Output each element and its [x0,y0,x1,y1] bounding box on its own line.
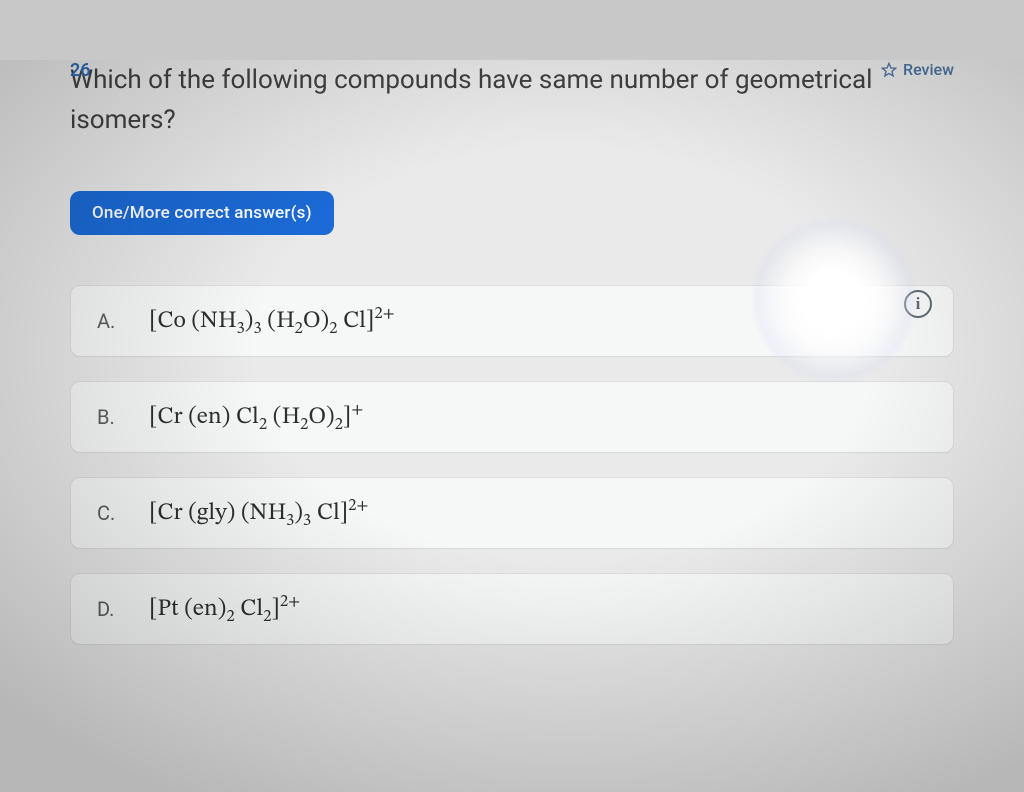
info-icon: i [904,290,932,318]
info-button[interactable]: i [904,290,934,320]
option-a[interactable]: A. [Co (NH3)3 (H2O)2 Cl]2+ [70,285,954,357]
option-letter: D. [97,597,121,621]
star-icon [881,62,897,78]
option-b[interactable]: B. [Cr (en) Cl2 (H2O)2]+ [70,381,954,453]
review-button[interactable]: Review [881,60,954,79]
option-d[interactable]: D. [Pt (en)2 Cl2]2+ [70,573,954,645]
answer-type-badge: One/More correct answer(s) [70,191,334,235]
page: 26 Review Which of the following compoun… [0,60,1024,792]
option-letter: C. [97,501,121,525]
option-formula: [Pt (en)2 Cl2]2+ [149,594,300,624]
question-number: 26 [70,60,91,81]
option-formula: [Cr (en) Cl2 (H2O)2]+ [149,402,363,432]
option-c[interactable]: C. [Cr (gly) (NH3)3 Cl]2+ [70,477,954,549]
option-letter: B. [97,405,121,429]
option-formula: [Co (NH3)3 (H2O)2 Cl]2+ [149,306,395,336]
review-label: Review [903,60,954,79]
options-list: A. [Co (NH3)3 (H2O)2 Cl]2+ B. [Cr (en) C… [70,285,954,645]
header-row: 26 Review [70,60,954,90]
option-formula: [Cr (gly) (NH3)3 Cl]2+ [149,498,369,528]
option-letter: A. [97,309,121,333]
